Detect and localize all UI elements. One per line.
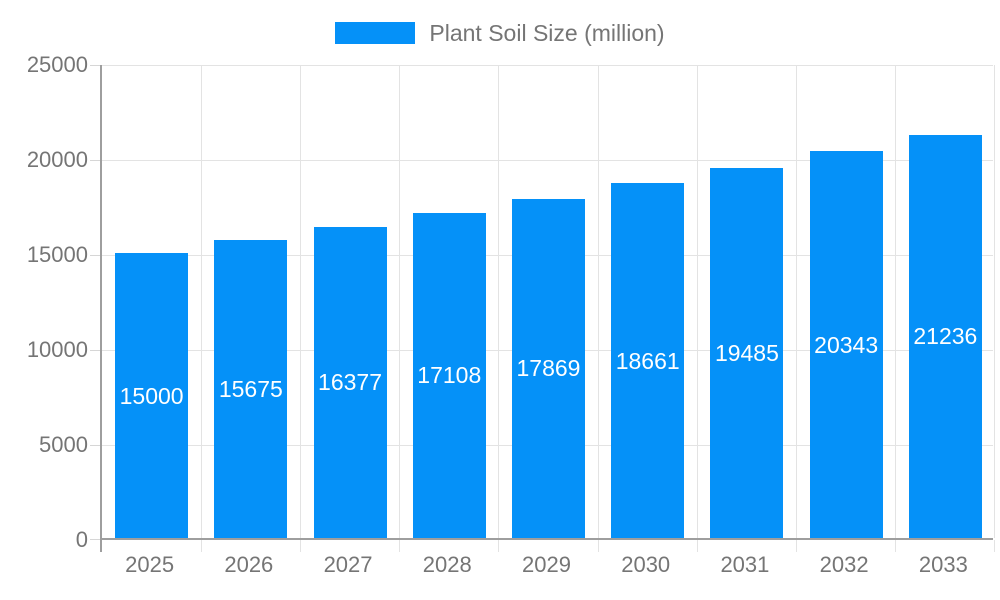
bar-2028: 17108 <box>412 212 486 538</box>
x-tick-mark <box>796 540 798 552</box>
gridline-x-boundary <box>993 65 995 538</box>
gridline-x-boundary <box>299 65 301 538</box>
x-tick-mark <box>696 540 698 552</box>
bar-2026: 15675 <box>214 240 288 538</box>
x-axis-label-2029: 2029 <box>522 552 571 577</box>
x-tick-mark <box>597 540 599 552</box>
plot-area: 15000 15675 16377 17108 17869 18661 19485 20343… <box>90 64 995 552</box>
y-tick-mark <box>90 254 100 256</box>
bar-2033: 21236 <box>908 134 982 538</box>
bar-value-label-2027: 16377 <box>318 369 383 396</box>
gridline-x-boundary <box>597 65 599 538</box>
y-tick-mark <box>90 538 100 540</box>
x-axis-label-2027: 2027 <box>323 552 373 577</box>
x-tick-mark <box>200 540 202 552</box>
gridline-x-boundary <box>200 65 202 538</box>
x-axis-label-2033: 2033 <box>918 552 968 577</box>
bar-2032: 20343 <box>809 151 883 538</box>
gridline-x-boundary <box>796 65 798 538</box>
x-axis-label-2025: 2025 <box>125 552 175 577</box>
bar-value-label-2030: 18661 <box>615 347 680 374</box>
y-tick-mark <box>90 444 100 446</box>
bar-value-label-2033: 21236 <box>913 323 978 350</box>
bar-2029: 17869 <box>512 198 585 538</box>
y-axis-label-15000: 15000 <box>26 242 88 267</box>
gridline-y-20000 <box>102 159 993 161</box>
x-tick-mark <box>299 540 301 552</box>
bar-value-label-2031: 19485 <box>714 339 779 366</box>
legend-label: Plant Soil Size (million) <box>429 20 665 46</box>
gridline-x-boundary <box>399 65 401 538</box>
x-axis-label-2028: 2028 <box>422 552 472 577</box>
y-axis-label-0: 0 <box>75 527 88 552</box>
bar-value-label-2025: 15000 <box>119 382 184 409</box>
x-tick-mark <box>498 540 500 552</box>
chart-legend: Plant Soil Size (million) <box>0 21 1000 45</box>
x-tick-mark <box>895 540 897 552</box>
bar-2027: 16377 <box>313 226 387 538</box>
y-axis-label-20000: 20000 <box>26 147 88 172</box>
y-axis-label-25000: 25000 <box>26 52 88 77</box>
bar-value-label-2029: 17869 <box>516 355 581 382</box>
x-axis-label-2030: 2030 <box>621 552 671 577</box>
bar-2025: 15000 <box>115 253 189 538</box>
x-tick-mark <box>993 540 995 552</box>
y-tick-mark <box>90 64 100 66</box>
y-tick-mark <box>90 159 100 161</box>
gridline-y-25000 <box>102 64 993 66</box>
bar-value-label-2026: 15675 <box>218 376 283 403</box>
y-axis-label-5000: 5000 <box>39 432 88 457</box>
gridline-x-boundary <box>696 65 698 538</box>
bar-value-label-2032: 20343 <box>814 331 879 358</box>
y-axis-line-extension <box>100 540 102 552</box>
y-tick-mark <box>90 349 100 351</box>
bar-2031: 19485 <box>710 167 784 538</box>
x-axis-label-2026: 2026 <box>224 552 274 577</box>
bar-value-label-2028: 17108 <box>417 362 482 389</box>
bar-2030: 18661 <box>611 183 685 538</box>
x-axis-label-2031: 2031 <box>720 552 770 577</box>
x-axis-label-2032: 2032 <box>819 552 869 577</box>
gridline-x-boundary <box>895 65 897 538</box>
y-axis-label-10000: 10000 <box>26 337 88 362</box>
legend-swatch <box>335 22 416 44</box>
gridline-x-boundary <box>498 65 500 538</box>
x-tick-mark <box>399 540 401 552</box>
y-axis-labels: 0 5000 10000 15000 20000 25000 <box>0 0 88 600</box>
x-axis-labels: 2025 2026 2027 2028 2029 2030 2031 2032 2033 <box>100 552 993 578</box>
